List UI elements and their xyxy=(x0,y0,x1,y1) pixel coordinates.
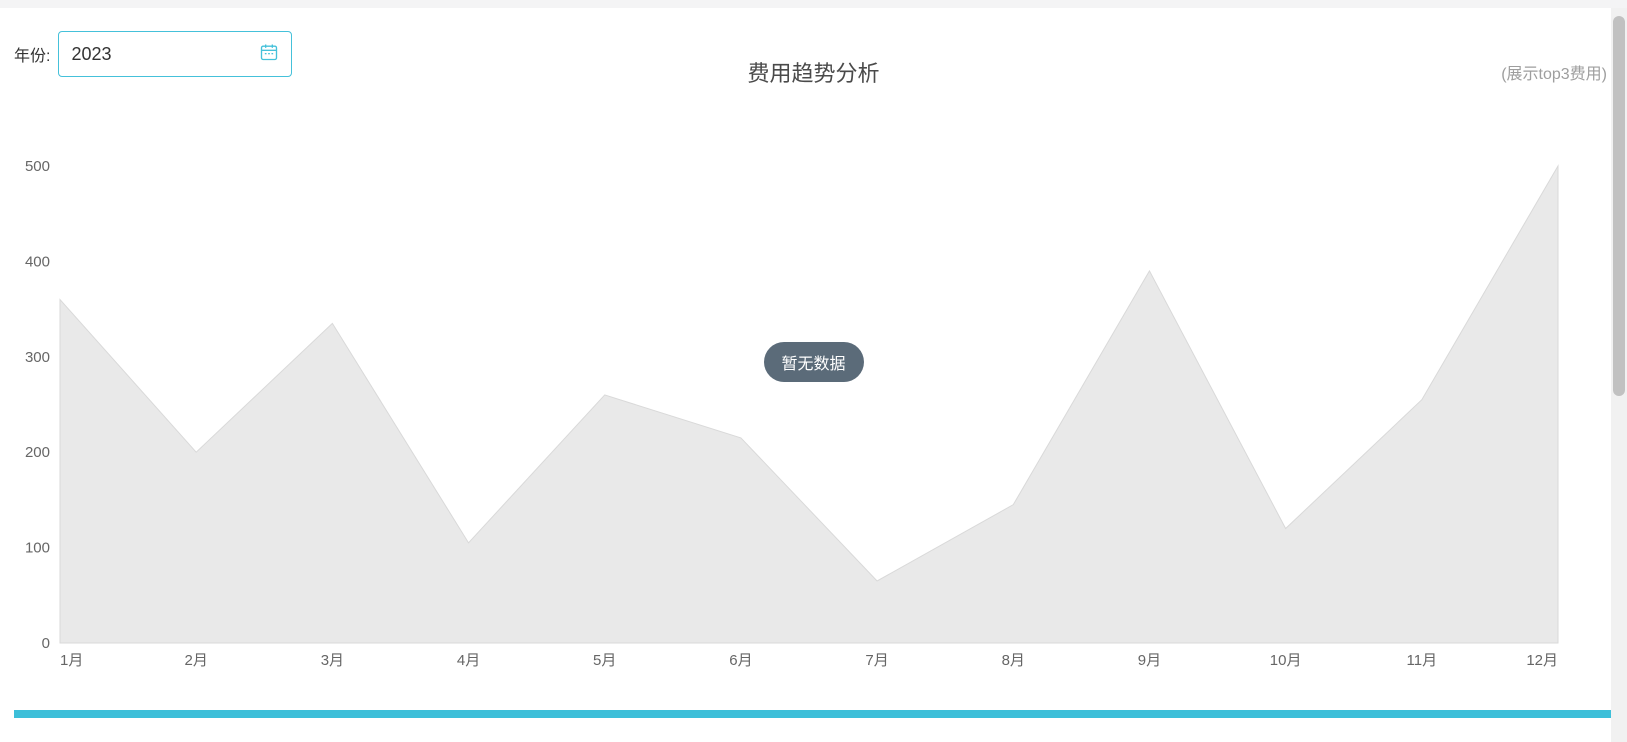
top-strip xyxy=(0,0,1627,8)
header-row: 年份: 2023 费用趋势分析 (展示top3费用) xyxy=(0,8,1627,70)
y-tick-label: 200 xyxy=(25,444,50,461)
x-tick-label: 12月 xyxy=(1526,652,1558,669)
chart-area: 0 100 200 300 400 500 1月 2月 3月 4月 5月 6月 7月 8月 9月 10月 11月… xyxy=(18,140,1558,670)
calendar-icon xyxy=(259,42,279,67)
x-tick-label: 3月 xyxy=(321,652,344,669)
tooltip-no-data: 暂无数据 xyxy=(763,342,863,382)
scrollbar-thumb[interactable] xyxy=(1613,16,1625,396)
y-tick-label: 0 xyxy=(42,635,50,652)
area-series xyxy=(60,166,1558,643)
x-tick-label: 8月 xyxy=(1002,652,1025,669)
y-tick-label: 100 xyxy=(25,540,50,557)
chart-subtitle: (展示top3费用) xyxy=(1501,60,1607,84)
year-picker[interactable]: 2023 xyxy=(58,31,292,77)
chart-title: 费用趋势分析 xyxy=(747,56,879,88)
x-tick-label: 4月 xyxy=(457,652,480,669)
x-tick-label: 9月 xyxy=(1138,652,1161,669)
x-tick-label: 1月 xyxy=(60,652,83,669)
x-tick-label: 5月 xyxy=(593,652,616,669)
x-tick-label: 2月 xyxy=(185,652,208,669)
scrollbar-track[interactable] xyxy=(1611,8,1627,742)
year-label: 年份: xyxy=(14,42,50,66)
bottom-accent-bar xyxy=(14,710,1613,718)
y-tick-label: 500 xyxy=(25,158,50,175)
year-picker-value: 2023 xyxy=(71,44,111,65)
area-chart: 0 100 200 300 400 500 1月 2月 3月 4月 5月 6月 7月 8月 9月 10月 11月… xyxy=(18,140,1560,671)
y-tick-label: 400 xyxy=(25,253,50,270)
x-tick-label: 6月 xyxy=(729,652,752,669)
x-tick-label: 7月 xyxy=(865,652,888,669)
x-tick-label: 10月 xyxy=(1270,652,1302,669)
x-tick-label: 11月 xyxy=(1407,652,1438,669)
y-tick-label: 300 xyxy=(25,349,50,366)
